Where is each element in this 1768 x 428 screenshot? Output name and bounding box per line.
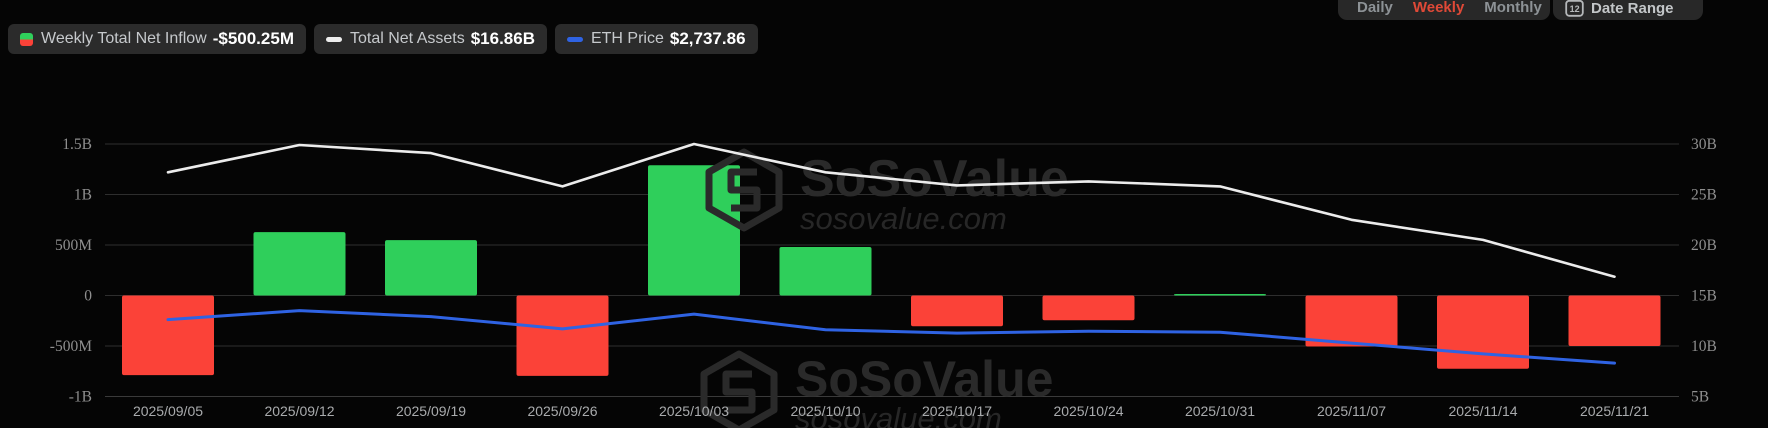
y-axis-left-label: 1.5B — [62, 136, 92, 153]
legend-item-weekly-net-inflow[interactable]: Weekly Total Net Inflow -$500.25M — [8, 24, 306, 54]
y-axis-right-label: 5B — [1691, 389, 1709, 406]
tab-monthly[interactable]: Monthly — [1475, 0, 1551, 16]
legend-label: Weekly Total Net Inflow — [41, 30, 207, 47]
period-toggle: Daily Weekly Monthly — [1338, 0, 1550, 20]
svg-text:12: 12 — [1570, 4, 1580, 14]
legend-item-total-net-assets[interactable]: Total Net Assets $16.86B — [313, 24, 547, 54]
legend-value: $2,737.86 — [669, 29, 746, 48]
x-axis-date-label: 2025/10/10 — [790, 403, 860, 419]
x-axis-date-label: 2025/10/24 — [1053, 403, 1123, 419]
y-axis-right-label: 10B — [1691, 338, 1717, 355]
watermark-cube-s — [727, 168, 761, 212]
x-axis-date-label: 2025/10/17 — [922, 403, 992, 419]
x-axis-date-label: 2025/09/26 — [527, 403, 597, 419]
y-axis-left-label: -1B — [69, 389, 92, 406]
inflow-bar[interactable] — [385, 240, 477, 296]
tab-weekly[interactable]: Weekly — [1404, 0, 1473, 16]
inflow-bar[interactable] — [122, 295, 214, 376]
x-axis-date-label: 2025/10/31 — [1185, 403, 1255, 419]
watermark-cube-s — [722, 370, 756, 414]
x-axis-date-label: 2025/09/19 — [396, 403, 466, 419]
y-axis-right-label: 20B — [1691, 237, 1717, 254]
x-axis-date-label: 2025/09/12 — [264, 403, 334, 419]
inflow-bar[interactable] — [1568, 295, 1661, 347]
inflow-bar[interactable] — [648, 165, 740, 296]
y-axis-left-label: -500M — [50, 338, 92, 355]
legend-value: $16.86B — [470, 29, 535, 48]
watermark-domain-text: sosovalue.com — [800, 201, 1007, 236]
inflow-bar[interactable] — [1305, 295, 1398, 347]
y-axis-left-label: 1B — [74, 187, 92, 204]
chart-legend: Weekly Total Net Inflow -$500.25M Total … — [8, 24, 758, 54]
watermark-cube-outline — [700, 350, 778, 428]
date-range-button[interactable]: 12 Date Range — [1553, 0, 1703, 20]
inflow-bar[interactable] — [1174, 293, 1266, 296]
chart-toolbar: Daily Weekly Monthly 12 Date Range — [0, 0, 1768, 60]
legend-label: Total Net Assets — [349, 30, 465, 47]
eth-price-line-swatch-icon — [566, 36, 583, 42]
net-assets-line-swatch-icon — [325, 36, 342, 42]
legend-label: ETH Price — [590, 30, 664, 47]
y-axis-left-label: 0 — [84, 288, 92, 305]
legend-item-eth-price[interactable]: ETH Price $2,737.86 — [554, 24, 758, 54]
y-axis-left-label: 500M — [55, 237, 92, 254]
legend-value: -$500.25M — [212, 29, 294, 48]
inflow-bar[interactable] — [253, 232, 346, 296]
net-assets-line[interactable] — [166, 142, 1616, 278]
x-axis-date-label: 2025/11/07 — [1317, 403, 1386, 419]
x-axis-date-label: 2025/10/03 — [659, 403, 729, 419]
eth-price-line[interactable] — [166, 309, 1616, 365]
inflow-bar[interactable] — [1437, 295, 1529, 369]
x-axis-date-label: 2025/09/05 — [133, 403, 203, 419]
watermark-cube-outline — [705, 148, 783, 232]
y-axis-right-label: 15B — [1691, 288, 1717, 305]
sosovalue-logo-icon — [700, 350, 778, 428]
inflow-bar[interactable] — [1042, 295, 1135, 321]
tab-daily[interactable]: Daily — [1348, 0, 1402, 16]
watermark-brand-text: SoSoValue — [800, 150, 1069, 208]
x-axis-date-label: 2025/11/14 — [1448, 403, 1517, 419]
watermark-domain-text: sosovalue.com — [795, 401, 1002, 428]
y-axis-right-label: 25B — [1691, 187, 1717, 204]
inflow-bar[interactable] — [911, 295, 1003, 327]
sosovalue-logo-icon — [705, 148, 783, 232]
inflow-bar[interactable] — [779, 247, 872, 296]
date-range-label: Date Range — [1591, 0, 1674, 17]
watermark-brand-text: SoSoValue — [795, 351, 1053, 407]
inflow-bar-swatch-icon — [20, 32, 33, 46]
y-axis-right-label: 30B — [1691, 136, 1717, 153]
x-axis-date-label: 2025/11/21 — [1580, 403, 1649, 419]
inflow-bar[interactable] — [516, 295, 609, 376]
calendar-icon: 12 — [1565, 0, 1584, 17]
